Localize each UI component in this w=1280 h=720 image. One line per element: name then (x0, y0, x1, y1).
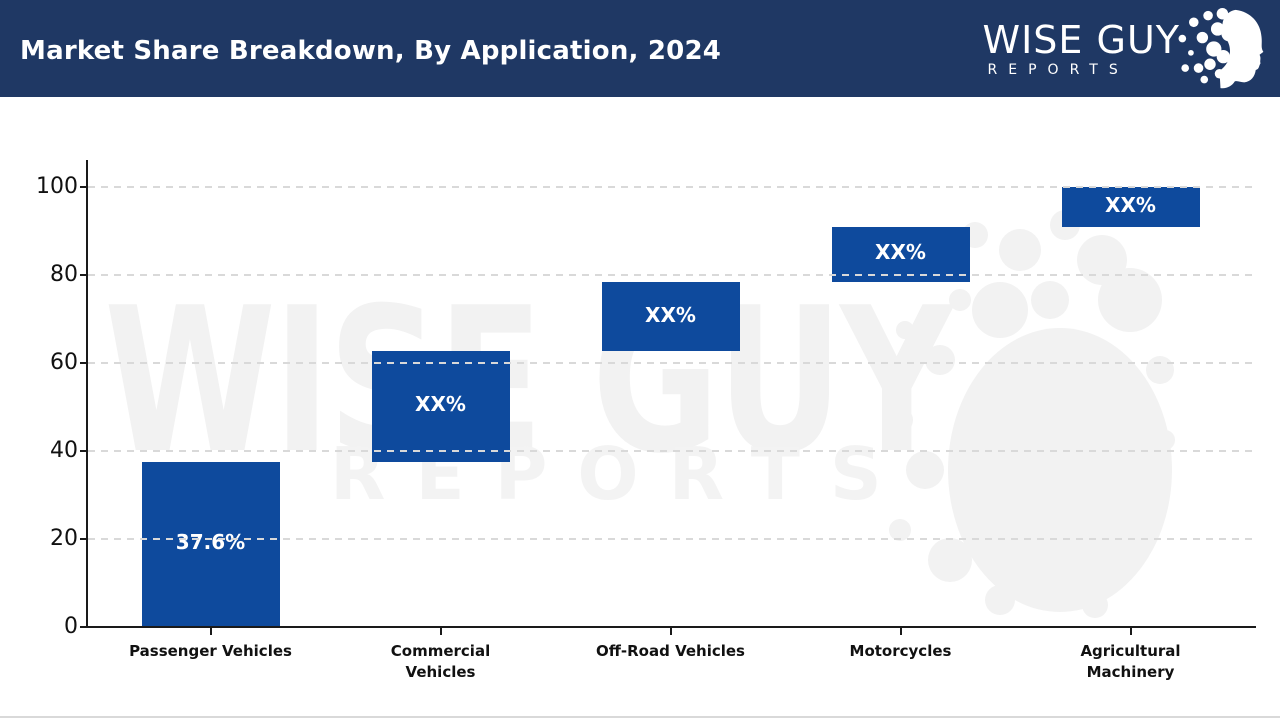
gridline-40 (88, 450, 1256, 452)
y-tick-0 (80, 626, 88, 628)
watermark-text-line1: WISE GUY (104, 265, 953, 498)
brand-logo-text: WISE GUY REPORTS (982, 18, 1180, 78)
brand-logo: WISE GUY REPORTS (983, 8, 1266, 90)
y-tick-60 (80, 362, 88, 364)
bar-value-label: XX% (415, 392, 466, 417)
x-tick-label-agricultural-machinery: Agricultural Machinery (1080, 642, 1181, 681)
gridline-20 (88, 538, 1256, 540)
x-tick-passenger-vehicles (209, 628, 212, 635)
bar-value-label: 37.6% (175, 530, 246, 555)
y-tick-label-60: 60 (50, 350, 78, 375)
bar-off-road-vehicles: XX% (601, 282, 740, 352)
gridline-80 (88, 274, 1256, 276)
x-axis (86, 626, 1256, 628)
x-tick-agricultural-machinery (1129, 628, 1132, 635)
y-tick-40 (80, 450, 88, 452)
y-axis (86, 160, 88, 627)
bar-passenger-vehicles: 37.6% (141, 461, 280, 627)
bar-value-label: XX% (875, 240, 926, 265)
page-title: Market Share Breakdown, By Application, … (20, 36, 722, 66)
header-bar: Market Share Breakdown, By Application, … (0, 0, 1280, 97)
brand-subtitle: REPORTS (987, 61, 1129, 78)
bar-value-label: XX% (645, 302, 696, 327)
y-tick-label-40: 40 (50, 438, 78, 463)
x-tick-motorcycles (899, 628, 902, 635)
watermark-face-icon (887, 210, 1175, 618)
gridline-60 (88, 362, 1256, 364)
y-tick-100 (80, 186, 88, 188)
brand-name: WISE GUY (982, 18, 1180, 63)
bottom-divider (0, 716, 1280, 718)
y-tick-label-20: 20 (50, 526, 78, 551)
y-tick-label-80: 80 (50, 262, 78, 287)
x-tick-label-passenger-vehicles: Passenger Vehicles (129, 642, 292, 660)
x-tick-label-off-road-vehicles: Off-Road Vehicles (596, 642, 745, 660)
y-tick-80 (80, 274, 88, 276)
x-tick-label-motorcycles: Motorcycles (849, 642, 952, 660)
y-tick-label-0: 0 (64, 614, 78, 639)
x-tick-commercial-vehicles (439, 628, 442, 635)
y-tick-20 (80, 538, 88, 540)
gridline-100 (88, 186, 1256, 188)
bar-commercial-vehicles: XX% (371, 351, 510, 462)
x-tick-off-road-vehicles (669, 628, 672, 635)
x-tick-label-commercial-vehicles: Commercial Vehicles (390, 642, 491, 681)
market-share-chart: 0 20 40 60 80 100 37.6% XX% XX% XX% XX% Passenger V… (0, 97, 1280, 716)
bar-value-label: XX% (1105, 192, 1156, 217)
bar-agricultural-machinery: XX% (1061, 187, 1200, 227)
y-tick-label-100: 100 (36, 174, 78, 199)
bar-motorcycles: XX% (831, 226, 970, 283)
brand-head-icon (1178, 8, 1264, 89)
